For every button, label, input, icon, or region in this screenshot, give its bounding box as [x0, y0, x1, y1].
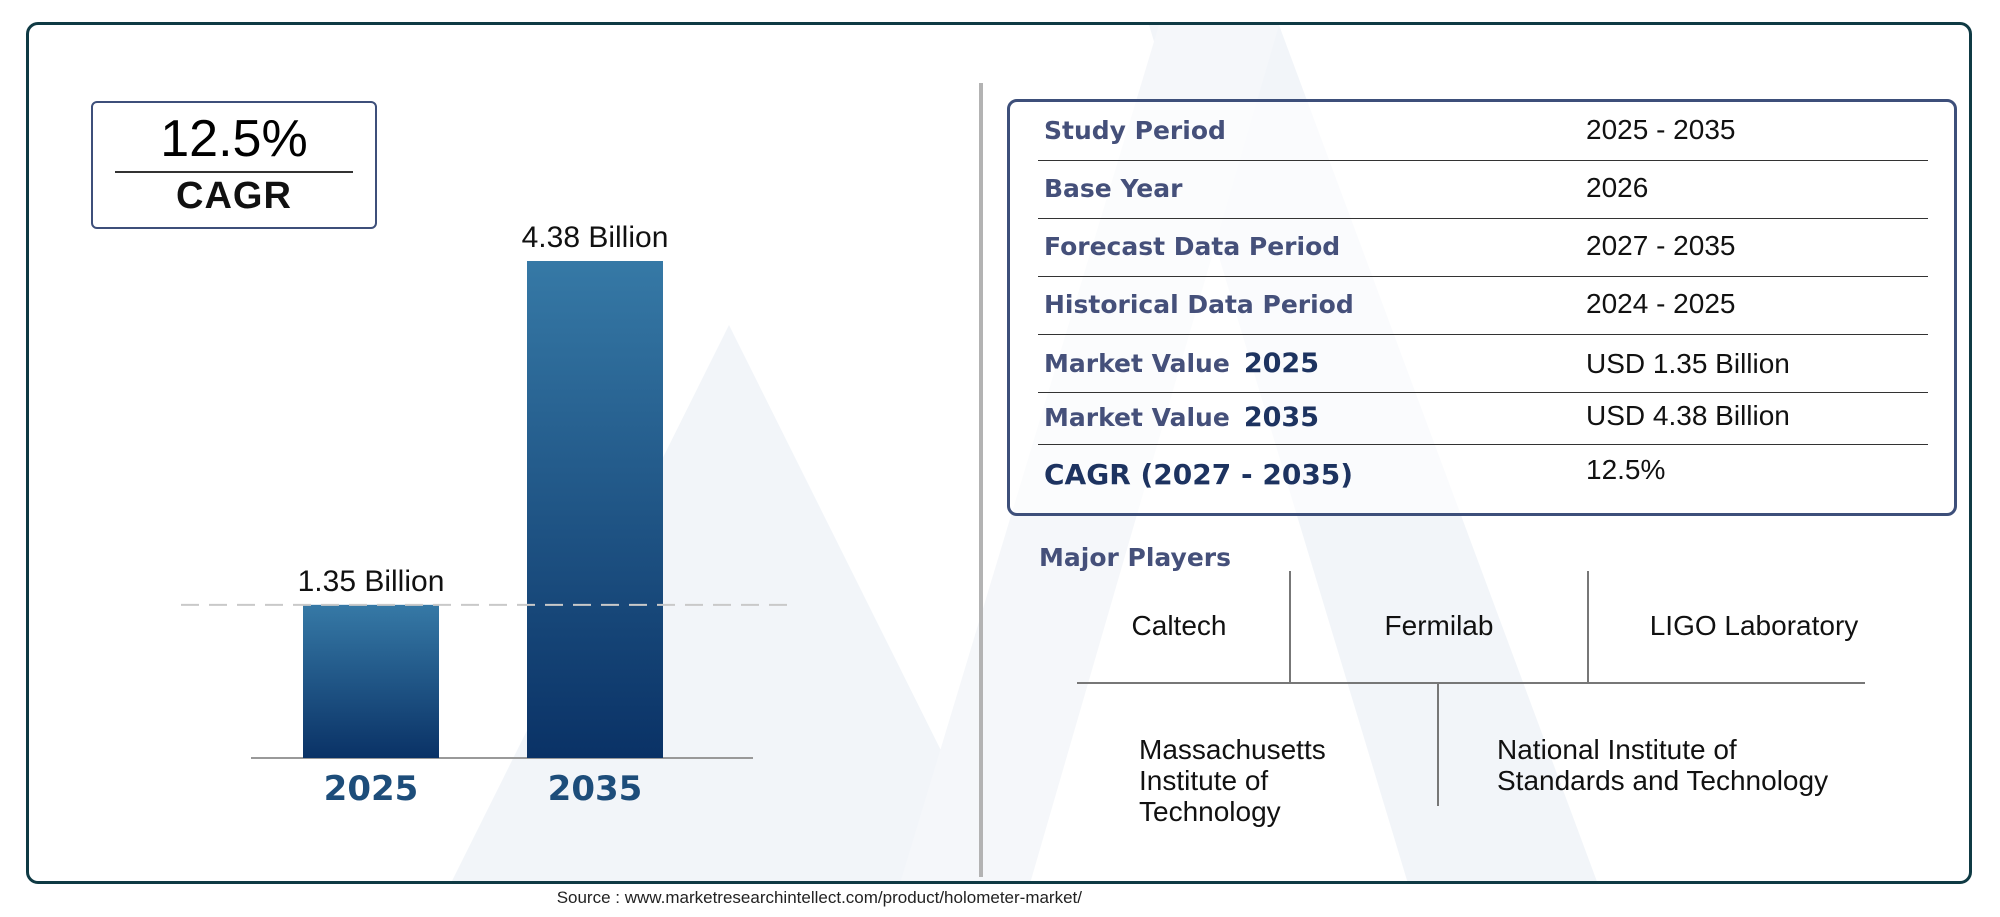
bar-2035	[527, 261, 663, 758]
bar-chart: 1.35 Billion 2025 4.38 Billion 2035	[181, 221, 791, 809]
players-divider	[1289, 571, 1291, 683]
x-tick-label: 2035	[548, 769, 643, 809]
info-label-year: 2025	[1243, 348, 1319, 379]
player-ligo: LIGO Laboratory	[1649, 610, 1859, 641]
info-value: 2027 - 2035	[1586, 230, 1736, 261]
section-divider	[979, 83, 983, 877]
info-row-cagr: CAGR (2027 - 2035) 12.5%	[1038, 444, 1928, 504]
bar-2025	[303, 604, 439, 758]
player-caltech: Caltech	[1131, 610, 1227, 641]
info-row-forecast-period: Forecast Data Period 2027 - 2035	[1038, 218, 1928, 277]
info-row-market-value-2025: Market Value 2025 USD 1.35 Billion	[1038, 334, 1928, 393]
info-label: Forecast Data Period	[1044, 232, 1341, 261]
info-value: 12.5%	[1586, 454, 1666, 485]
info-label-text: Market Value	[1044, 403, 1230, 432]
players-divider	[1587, 571, 1589, 683]
x-tick-label: 2025	[324, 769, 419, 809]
info-label: Market Value 2025	[1044, 348, 1319, 379]
cagr-separator	[115, 171, 353, 173]
info-value: 2024 - 2025	[1586, 288, 1736, 319]
info-label-text: Market Value	[1044, 349, 1230, 378]
info-row-historical-period: Historical Data Period 2024 - 2025	[1038, 276, 1928, 335]
info-label: Historical Data Period	[1044, 290, 1354, 319]
info-label-year: 2035	[1243, 402, 1319, 433]
info-value: USD 4.38 Billion	[1586, 400, 1790, 431]
player-fermilab: Fermilab	[1384, 610, 1494, 641]
info-value: 2025 - 2035	[1586, 114, 1736, 145]
bar-value-label: 1.35 Billion	[298, 565, 445, 598]
info-table: Study Period 2025 - 2035 Base Year 2026 …	[1007, 99, 1957, 516]
info-row-market-value-2035: Market Value 2035 USD 4.38 Billion	[1038, 392, 1928, 445]
player-nist: National Institute of Standards and Tech…	[1497, 734, 1829, 796]
info-value: USD 1.35 Billion	[1586, 348, 1790, 379]
info-value: 2026	[1586, 172, 1649, 203]
info-row-study-period: Study Period 2025 - 2035	[1038, 102, 1928, 161]
info-row-base-year: Base Year 2026	[1038, 160, 1928, 219]
cagr-value: 12.5%	[160, 110, 308, 168]
players-divider	[1077, 682, 1865, 684]
cagr-label: CAGR	[176, 175, 292, 217]
bar-value-label: 4.38 Billion	[522, 221, 669, 254]
players-divider	[1437, 684, 1439, 806]
source-note: Source : www.marketresearchintellect.com…	[556, 888, 1082, 907]
info-label: Study Period	[1044, 116, 1226, 145]
info-label: Base Year	[1044, 174, 1183, 203]
info-label: Market Value 2035	[1044, 402, 1319, 433]
infographic-frame: 12.5% CAGR 1.35 Billion 2025 4.38 Billion 2…	[26, 22, 1972, 884]
info-label: CAGR (2027 - 2035)	[1044, 458, 1354, 491]
major-players-title: Major Players	[1039, 543, 1231, 572]
cagr-badge: 12.5% CAGR	[91, 101, 377, 229]
player-mit: Massachusetts Institute of Technology	[1139, 734, 1326, 827]
